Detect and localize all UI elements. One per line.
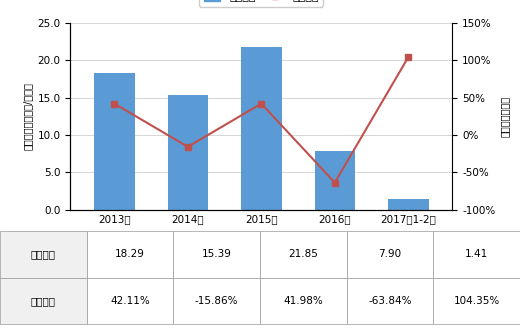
Legend: 进口数量, 同比增长: 进口数量, 同比增长	[199, 0, 323, 7]
Bar	[388, 199, 428, 210]
Bar	[94, 73, 135, 210]
Bar	[167, 95, 208, 210]
Bar	[315, 150, 355, 210]
Y-axis label: （％）增速比同: （％）增速比同	[500, 96, 510, 137]
Bar	[241, 47, 281, 210]
Y-axis label: 进口数量（万（米/千克）: 进口数量（万（米/千克）	[23, 82, 33, 150]
